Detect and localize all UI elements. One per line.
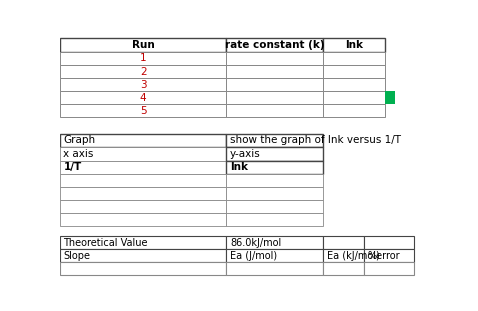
Bar — [60, 200, 227, 213]
Bar — [60, 160, 227, 174]
Bar — [323, 249, 363, 262]
Bar — [227, 147, 323, 160]
Bar — [227, 249, 323, 262]
Text: Ea (J/mol): Ea (J/mol) — [230, 251, 277, 261]
Text: Ea (kJ/mol): Ea (kJ/mol) — [327, 251, 380, 261]
Bar — [227, 200, 323, 213]
Text: 86.0kJ/mol: 86.0kJ/mol — [230, 238, 282, 248]
Bar — [60, 236, 227, 249]
Bar — [227, 174, 323, 187]
Bar — [60, 147, 227, 160]
Bar — [227, 213, 323, 226]
Bar — [323, 65, 385, 78]
Text: 5: 5 — [140, 106, 146, 116]
Bar — [323, 262, 363, 275]
Bar — [227, 52, 323, 65]
Text: rate constant (k): rate constant (k) — [225, 40, 325, 50]
Bar — [60, 38, 227, 52]
Bar — [227, 133, 323, 147]
Text: 3: 3 — [140, 80, 146, 90]
Bar — [60, 262, 227, 275]
Bar — [227, 160, 323, 174]
Bar — [60, 249, 227, 262]
Bar — [227, 91, 323, 104]
Text: lnk: lnk — [345, 40, 363, 50]
Text: Graph: Graph — [64, 136, 96, 146]
Bar — [227, 236, 323, 249]
Bar — [227, 38, 323, 52]
Text: %error: %error — [367, 251, 400, 261]
Bar — [323, 104, 385, 117]
Bar — [385, 91, 395, 104]
Bar — [323, 236, 363, 249]
Bar — [227, 104, 323, 117]
Bar — [60, 78, 227, 91]
Bar — [363, 249, 413, 262]
Text: 4: 4 — [140, 93, 146, 103]
Bar — [323, 91, 385, 104]
Bar — [60, 213, 227, 226]
Text: 1/T: 1/T — [64, 162, 82, 172]
Bar — [323, 52, 385, 65]
Bar — [60, 187, 227, 200]
Text: lnk: lnk — [230, 162, 248, 172]
Bar — [60, 104, 227, 117]
Bar — [363, 262, 413, 275]
Text: x axis: x axis — [64, 149, 94, 159]
Bar — [60, 174, 227, 187]
Bar — [60, 52, 227, 65]
Bar — [60, 91, 227, 104]
Text: 2: 2 — [140, 67, 146, 77]
Bar — [323, 78, 385, 91]
Bar — [323, 38, 385, 52]
Bar — [363, 236, 413, 249]
Text: 1: 1 — [140, 53, 146, 63]
Text: Theoretical Value: Theoretical Value — [64, 238, 148, 248]
Bar — [227, 65, 323, 78]
Bar — [227, 262, 323, 275]
Bar — [60, 65, 227, 78]
Text: y-axis: y-axis — [230, 149, 261, 159]
Bar — [227, 187, 323, 200]
Bar — [227, 78, 323, 91]
Bar — [60, 133, 227, 147]
Text: Slope: Slope — [64, 251, 90, 261]
Text: Run: Run — [132, 40, 154, 50]
Text: show the graph of lnk versus 1/T: show the graph of lnk versus 1/T — [230, 136, 401, 146]
